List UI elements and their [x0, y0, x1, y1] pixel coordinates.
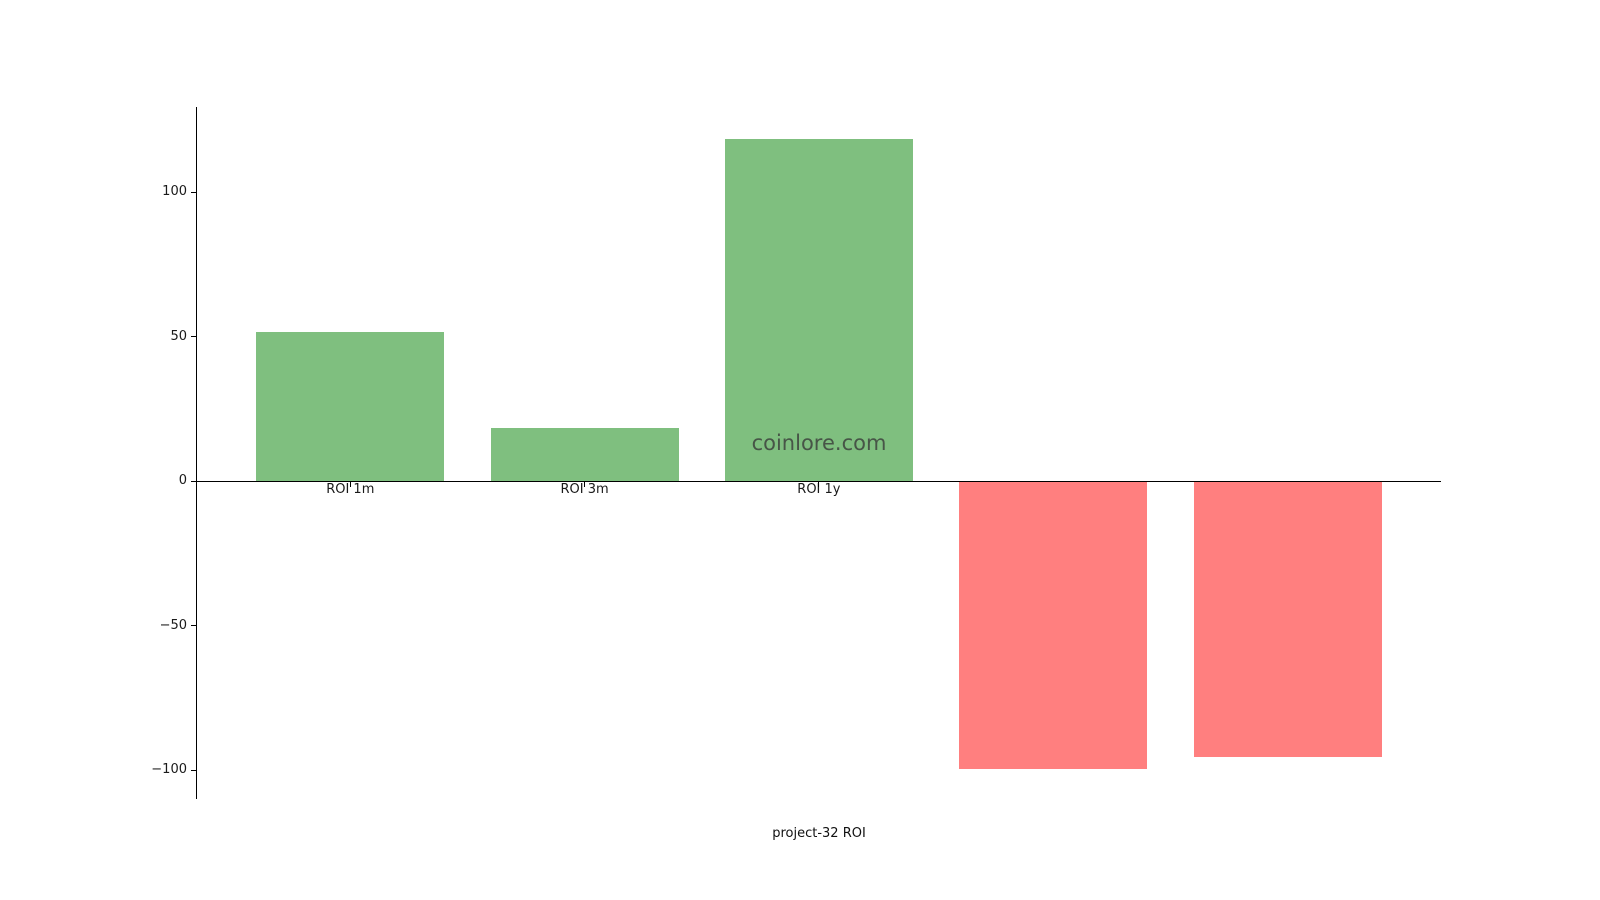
y-tick-mark--100 — [191, 769, 196, 771]
y-tick-label--50: −50 — [159, 617, 187, 633]
y-tick-mark-100 — [191, 191, 196, 193]
bar-roi-3m — [490, 428, 679, 481]
x-axis-line — [196, 481, 1441, 482]
x-tick-mark-3 — [818, 481, 820, 487]
chart-title: project-32 ROI — [772, 826, 866, 841]
y-tick-mark-0 — [191, 480, 196, 482]
y-tick-mark--50 — [191, 625, 196, 626]
y-tick-label-50: 50 — [170, 328, 187, 344]
y-axis-spine — [196, 107, 197, 799]
y-tick-label-0: 0 — [178, 473, 187, 488]
x-tick-label-3: ROI 1y — [797, 482, 841, 497]
bar-5 — [1193, 481, 1382, 758]
y-tick-label--100: −100 — [151, 762, 187, 777]
x-tick-mark-2 — [584, 481, 586, 487]
x-tick-label-1: ROI 1m — [326, 482, 375, 497]
bar-4 — [959, 481, 1148, 769]
watermark: coinlore.com — [751, 431, 887, 455]
x-tick-label-2: ROI 3m — [560, 482, 609, 497]
bar-roi-1y — [724, 138, 913, 481]
x-tick-mark-1 — [349, 481, 351, 487]
bar-roi-1m — [256, 332, 445, 481]
y-tick-mark-50 — [191, 336, 196, 337]
y-tick-label-100: 100 — [162, 184, 187, 199]
